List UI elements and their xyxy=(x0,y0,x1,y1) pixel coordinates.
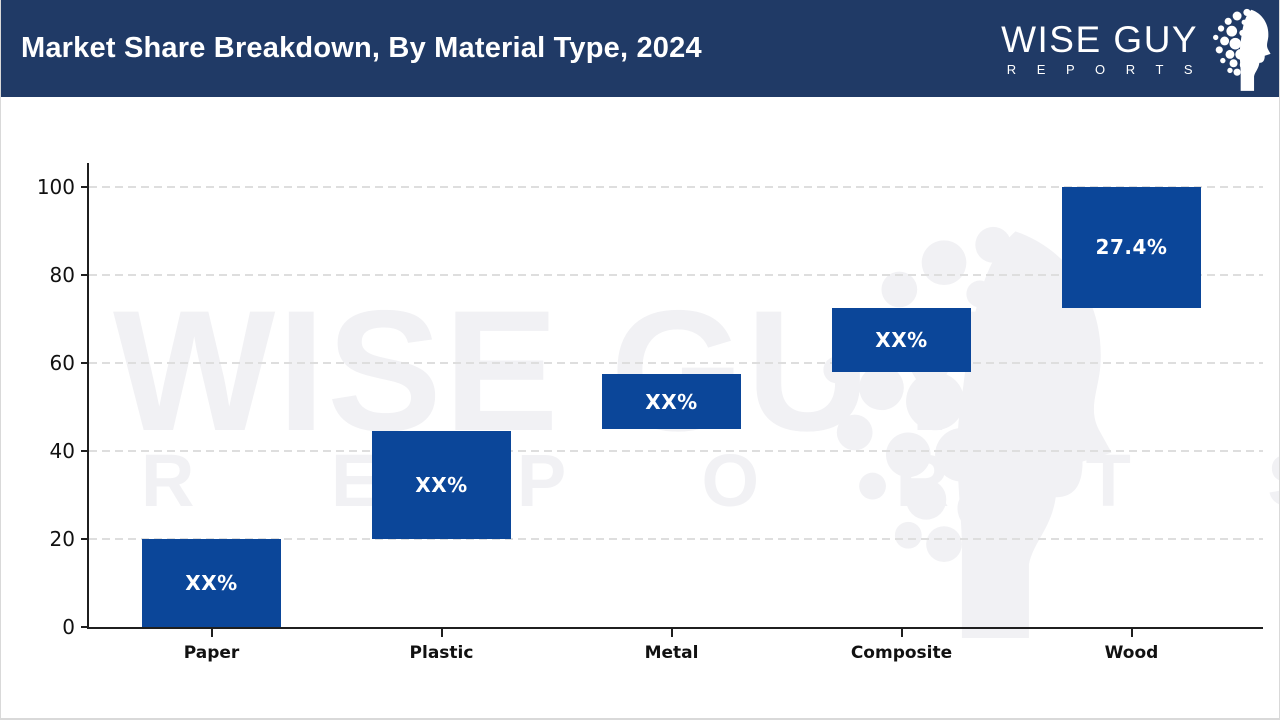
logo-wordmark: WISE GUY xyxy=(1001,18,1199,60)
bar-metal: XX% xyxy=(602,374,741,429)
y-tick-label-60: 60 xyxy=(49,351,75,375)
bar-value-label-paper: XX% xyxy=(185,571,238,595)
y-tick-label-100: 100 xyxy=(36,175,75,199)
y-tick-label-20: 20 xyxy=(49,527,75,551)
gridline-100 xyxy=(89,186,1263,188)
chart-plot-area: 0 20 40 60 80 100 XX% XX% XX% XX% 27.4% Paper Plasti… xyxy=(1,97,1279,718)
y-tick-label-80: 80 xyxy=(49,263,75,287)
gridline-60 xyxy=(89,362,1263,364)
watermark-head-icon xyxy=(823,226,1112,638)
category-label-metal: Metal xyxy=(644,643,699,663)
gridline-80 xyxy=(89,274,1263,276)
x-tick-mark-plastic xyxy=(440,629,443,637)
wise-guy-reports-logo: WISE GUY R E P O R T S xyxy=(998,6,1279,92)
gridline-20 xyxy=(89,538,1263,540)
bar-value-label-composite: XX% xyxy=(875,327,928,352)
bar-wood: 27.4% xyxy=(1062,187,1201,308)
x-tick-mark-wood xyxy=(1130,629,1133,637)
y-tick-label-0: 0 xyxy=(62,615,75,639)
x-axis-line xyxy=(87,627,1263,629)
page-title: Market Share Breakdown, By Material Type… xyxy=(21,32,702,64)
x-tick-mark-composite xyxy=(900,629,903,637)
bar-value-label-wood: 27.4% xyxy=(1095,235,1168,260)
logo-head-icon xyxy=(1213,8,1271,91)
bar-plastic: XX% xyxy=(372,431,511,539)
x-tick-mark-paper xyxy=(210,629,213,637)
y-tick-mark-100 xyxy=(81,186,89,188)
x-tick-mark-metal xyxy=(670,629,673,637)
y-tick-mark-40 xyxy=(81,450,89,452)
bar-value-label-metal: XX% xyxy=(645,389,698,414)
category-label-composite: Composite xyxy=(850,643,953,663)
logo-text: WISE GUY R E P O R T S xyxy=(998,21,1201,77)
y-tick-mark-20 xyxy=(81,538,89,540)
y-tick-mark-80 xyxy=(81,274,89,276)
y-tick-label-40: 40 xyxy=(49,439,75,463)
header-bar: Market Share Breakdown, By Material Type… xyxy=(1,0,1279,97)
y-tick-mark-60 xyxy=(81,362,89,364)
logo-subtext: R E P O R T S xyxy=(1006,61,1201,77)
y-axis-line xyxy=(87,163,89,629)
bar-paper: XX% xyxy=(142,539,281,627)
bar-value-label-plastic: XX% xyxy=(415,473,468,498)
category-label-plastic: Plastic xyxy=(409,643,474,663)
category-label-wood: Wood xyxy=(1104,643,1159,663)
category-label-paper: Paper xyxy=(183,643,240,663)
y-tick-mark-0 xyxy=(81,626,89,628)
bar-composite: XX% xyxy=(832,308,971,372)
gridline-40 xyxy=(89,450,1263,452)
